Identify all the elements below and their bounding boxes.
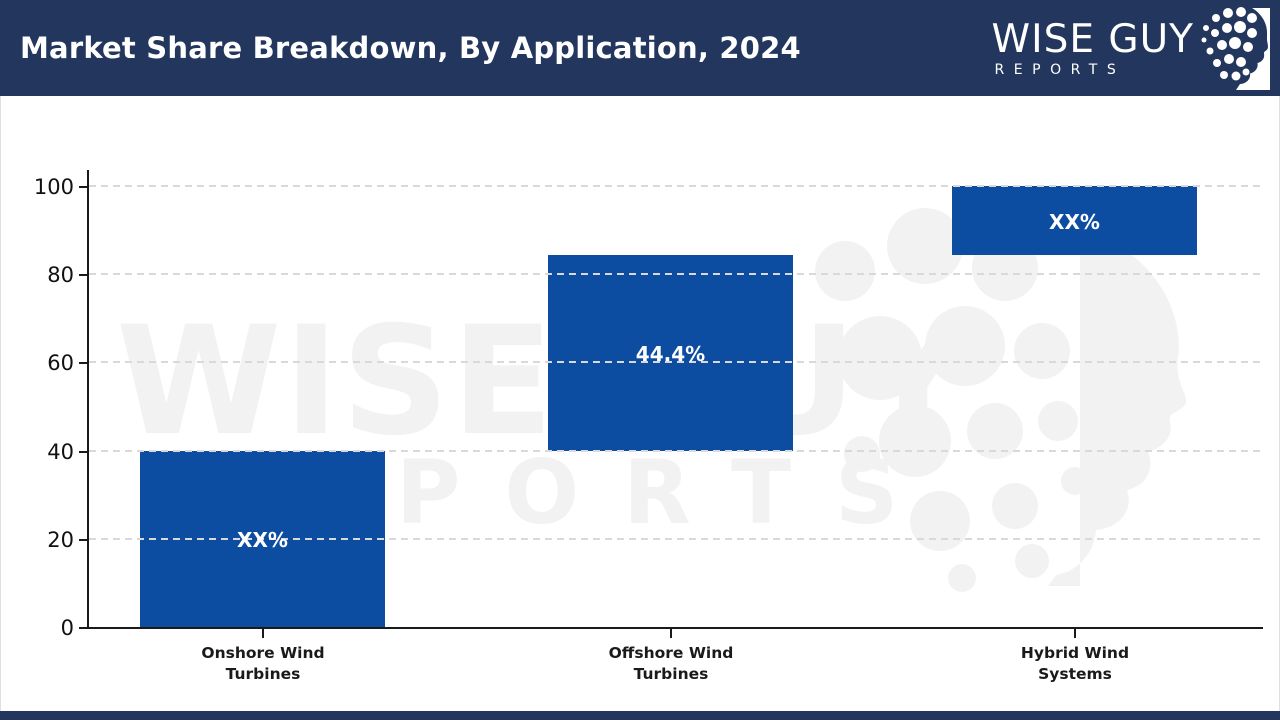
x-category-label: Offshore Wind Turbines	[551, 643, 791, 685]
y-tick-label: 40	[47, 440, 74, 464]
x-tick-mark	[262, 629, 264, 638]
y-tick-label: 0	[60, 616, 74, 640]
y-tick-label: 100	[33, 175, 74, 199]
x-category-label: Onshore Wind Turbines	[143, 643, 383, 685]
x-category-line: Systems	[1038, 665, 1112, 683]
logo-text: WISE GUY REPORTS	[992, 20, 1194, 77]
y-tick-label: 80	[47, 263, 74, 287]
y-tick-label: 60	[47, 351, 74, 375]
watermark-wordmark: WISE GUY	[116, 295, 970, 469]
left-border	[0, 96, 1, 711]
logo: WISE GUY REPORTS	[992, 6, 1270, 90]
x-tick-mark	[670, 629, 672, 638]
x-axis-line	[87, 627, 1263, 629]
x-category-line: Turbines	[225, 665, 301, 683]
logo-wordmark: WISE GUY	[991, 16, 1194, 62]
footer-bar	[0, 711, 1280, 720]
gridline	[89, 450, 1263, 452]
bar-value-label: XX%	[237, 528, 288, 552]
gridline	[89, 273, 1263, 275]
x-category-line: Turbines	[633, 665, 709, 683]
bar-value-label: 44.4%	[635, 342, 706, 366]
y-tick-mark	[79, 274, 87, 276]
x-category-line: Onshore Wind	[201, 644, 325, 662]
gridline	[89, 185, 1263, 187]
logo-subtitle: REPORTS	[994, 61, 1126, 78]
page-title: Market Share Breakdown, By Application, …	[20, 31, 801, 65]
bar-segment	[548, 255, 793, 451]
y-tick-mark	[79, 362, 87, 364]
x-category-line: Hybrid Wind	[1020, 644, 1130, 662]
y-tick-mark	[79, 627, 87, 629]
y-tick-mark	[79, 539, 87, 541]
gridline	[89, 361, 1263, 363]
bar-value-label: XX%	[1049, 209, 1100, 234]
y-axis-line	[87, 170, 89, 629]
header: Market Share Breakdown, By Application, …	[0, 0, 1280, 96]
x-tick-mark	[1074, 629, 1076, 638]
wise-guy-face-icon	[1201, 7, 1270, 90]
gridline	[89, 538, 1263, 540]
x-category-label: Hybrid Wind Systems	[955, 643, 1195, 685]
plot-area: WISE GUY REPORTS 0 20 40 60 80 100 XX% Onshore…	[0, 96, 1280, 711]
x-category-line: Offshore Wind	[608, 644, 734, 662]
y-tick-mark	[79, 451, 87, 453]
y-tick-mark	[79, 186, 87, 188]
y-tick-label: 20	[47, 528, 74, 552]
